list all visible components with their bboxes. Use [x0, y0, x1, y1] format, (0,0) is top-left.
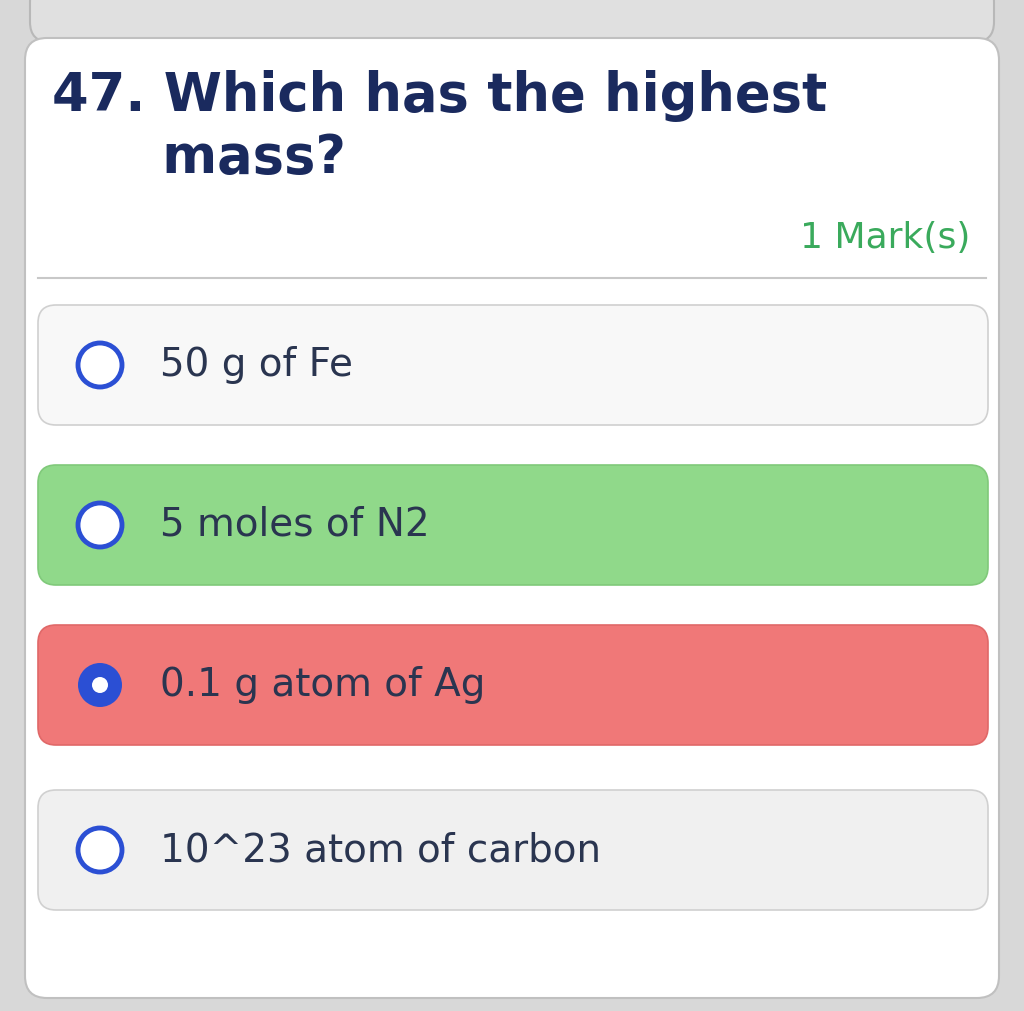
- Text: 10^23 atom of carbon: 10^23 atom of carbon: [160, 831, 601, 869]
- Text: 0.1 g atom of Ag: 0.1 g atom of Ag: [160, 666, 485, 704]
- Circle shape: [78, 663, 122, 707]
- Text: 50 g of Fe: 50 g of Fe: [160, 346, 353, 384]
- FancyBboxPatch shape: [38, 790, 988, 910]
- Text: 47. Which has the highest
      mass?: 47. Which has the highest mass?: [52, 70, 827, 184]
- FancyBboxPatch shape: [38, 625, 988, 745]
- Text: 1 Mark(s): 1 Mark(s): [800, 221, 970, 255]
- FancyBboxPatch shape: [25, 38, 999, 998]
- Circle shape: [78, 503, 122, 547]
- Circle shape: [78, 828, 122, 872]
- Circle shape: [78, 343, 122, 387]
- FancyBboxPatch shape: [30, 0, 994, 42]
- FancyBboxPatch shape: [38, 465, 988, 585]
- FancyBboxPatch shape: [38, 305, 988, 425]
- Text: 5 moles of N2: 5 moles of N2: [160, 506, 430, 544]
- Circle shape: [92, 677, 108, 693]
